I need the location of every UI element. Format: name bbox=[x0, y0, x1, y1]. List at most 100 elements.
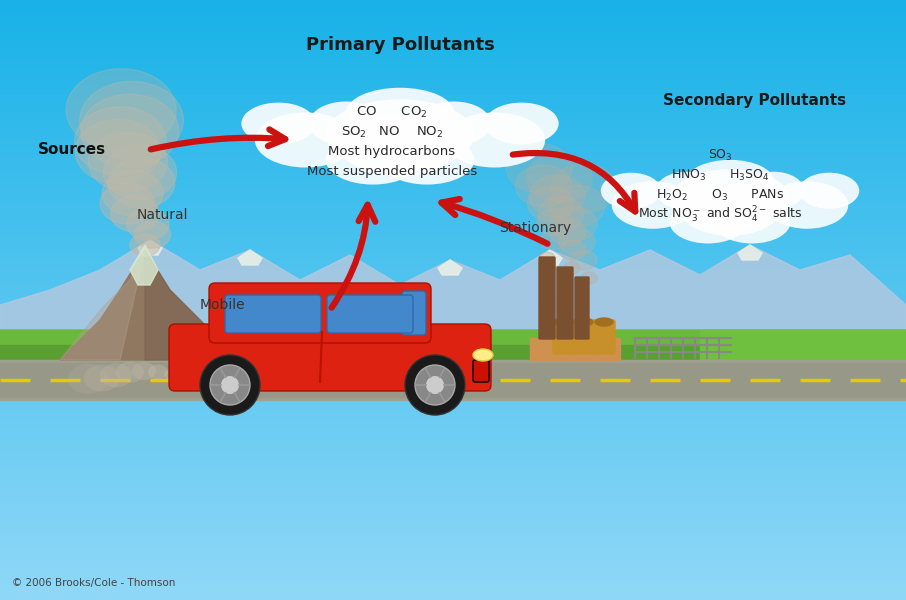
Ellipse shape bbox=[529, 175, 585, 217]
Text: Secondary Pollutants: Secondary Pollutants bbox=[663, 92, 846, 107]
Ellipse shape bbox=[66, 69, 176, 151]
Polygon shape bbox=[0, 360, 906, 400]
Text: SO$_3$: SO$_3$ bbox=[708, 148, 732, 163]
Text: SO$_2$   NO    NO$_2$: SO$_2$ NO NO$_2$ bbox=[341, 124, 443, 140]
Ellipse shape bbox=[571, 250, 597, 270]
Polygon shape bbox=[238, 250, 262, 265]
FancyBboxPatch shape bbox=[169, 324, 491, 391]
Ellipse shape bbox=[680, 184, 779, 236]
Text: Mobile: Mobile bbox=[199, 298, 245, 312]
Ellipse shape bbox=[686, 160, 774, 203]
Ellipse shape bbox=[656, 172, 717, 210]
FancyBboxPatch shape bbox=[327, 295, 413, 333]
Ellipse shape bbox=[132, 362, 156, 380]
Ellipse shape bbox=[595, 318, 613, 326]
FancyBboxPatch shape bbox=[539, 257, 555, 339]
Ellipse shape bbox=[148, 365, 168, 380]
Polygon shape bbox=[530, 338, 620, 360]
Text: HNO$_3$      H$_3$SO$_4$: HNO$_3$ H$_3$SO$_4$ bbox=[670, 167, 769, 182]
Ellipse shape bbox=[164, 369, 180, 381]
Circle shape bbox=[426, 376, 444, 394]
FancyBboxPatch shape bbox=[553, 320, 575, 354]
Ellipse shape bbox=[103, 145, 177, 200]
Ellipse shape bbox=[539, 252, 555, 264]
Ellipse shape bbox=[564, 262, 580, 274]
Ellipse shape bbox=[130, 234, 160, 256]
Polygon shape bbox=[130, 245, 158, 285]
Polygon shape bbox=[0, 240, 906, 330]
Polygon shape bbox=[60, 250, 145, 360]
Text: H$_2$O$_2$      O$_3$      PANs: H$_2$O$_2$ O$_3$ PANs bbox=[656, 187, 784, 203]
Circle shape bbox=[415, 365, 455, 405]
FancyBboxPatch shape bbox=[557, 267, 573, 339]
Ellipse shape bbox=[744, 172, 805, 210]
Ellipse shape bbox=[485, 103, 559, 145]
Ellipse shape bbox=[575, 318, 593, 326]
Ellipse shape bbox=[582, 272, 597, 284]
Polygon shape bbox=[138, 240, 162, 255]
FancyBboxPatch shape bbox=[593, 320, 615, 354]
Ellipse shape bbox=[75, 119, 160, 184]
Ellipse shape bbox=[527, 187, 573, 221]
Ellipse shape bbox=[549, 185, 605, 227]
Text: © 2006 Brooks/Cole - Thomson: © 2006 Brooks/Cole - Thomson bbox=[12, 578, 176, 588]
Ellipse shape bbox=[526, 153, 593, 203]
Ellipse shape bbox=[670, 169, 791, 231]
Ellipse shape bbox=[551, 207, 597, 241]
Ellipse shape bbox=[100, 363, 132, 387]
Ellipse shape bbox=[560, 240, 585, 260]
Ellipse shape bbox=[100, 183, 155, 224]
Ellipse shape bbox=[134, 221, 170, 248]
Ellipse shape bbox=[444, 113, 545, 167]
Ellipse shape bbox=[255, 113, 356, 167]
Ellipse shape bbox=[84, 365, 120, 392]
Ellipse shape bbox=[68, 364, 108, 394]
Text: Stationary: Stationary bbox=[499, 221, 571, 235]
Ellipse shape bbox=[538, 197, 583, 231]
Polygon shape bbox=[0, 330, 906, 370]
Polygon shape bbox=[0, 345, 906, 365]
Text: Natural: Natural bbox=[136, 208, 188, 222]
Polygon shape bbox=[738, 245, 762, 260]
Ellipse shape bbox=[88, 132, 168, 191]
Ellipse shape bbox=[799, 173, 859, 209]
Ellipse shape bbox=[74, 107, 166, 175]
Circle shape bbox=[200, 355, 260, 415]
Ellipse shape bbox=[601, 173, 661, 209]
FancyBboxPatch shape bbox=[402, 291, 426, 335]
FancyBboxPatch shape bbox=[575, 277, 589, 339]
Ellipse shape bbox=[559, 229, 595, 256]
Ellipse shape bbox=[116, 362, 144, 383]
Text: Primary Pollutants: Primary Pollutants bbox=[305, 36, 495, 54]
FancyBboxPatch shape bbox=[225, 295, 321, 333]
Ellipse shape bbox=[339, 115, 461, 176]
FancyBboxPatch shape bbox=[473, 360, 489, 382]
Ellipse shape bbox=[540, 230, 566, 250]
Ellipse shape bbox=[506, 143, 573, 193]
Polygon shape bbox=[60, 250, 240, 360]
Ellipse shape bbox=[612, 181, 694, 229]
Text: Most NO$_3^-$ and SO$_4^{2-}$ salts: Most NO$_3^-$ and SO$_4^{2-}$ salts bbox=[638, 205, 803, 225]
Text: Sources: Sources bbox=[38, 142, 106, 157]
Polygon shape bbox=[700, 330, 906, 365]
Ellipse shape bbox=[108, 158, 175, 208]
Ellipse shape bbox=[550, 218, 585, 245]
Ellipse shape bbox=[80, 82, 184, 160]
Ellipse shape bbox=[326, 135, 420, 185]
Ellipse shape bbox=[81, 94, 178, 167]
FancyBboxPatch shape bbox=[573, 320, 595, 354]
Ellipse shape bbox=[241, 103, 315, 145]
Ellipse shape bbox=[714, 201, 791, 244]
Text: Most hydrocarbons: Most hydrocarbons bbox=[329, 145, 456, 158]
Ellipse shape bbox=[102, 170, 163, 216]
Circle shape bbox=[221, 376, 239, 394]
Ellipse shape bbox=[111, 196, 159, 232]
Ellipse shape bbox=[309, 101, 383, 145]
Polygon shape bbox=[0, 363, 906, 397]
Polygon shape bbox=[538, 250, 562, 265]
Circle shape bbox=[210, 365, 250, 405]
Text: Most suspended particles: Most suspended particles bbox=[307, 166, 477, 179]
Ellipse shape bbox=[516, 165, 572, 207]
Ellipse shape bbox=[555, 318, 573, 326]
Ellipse shape bbox=[346, 88, 454, 137]
